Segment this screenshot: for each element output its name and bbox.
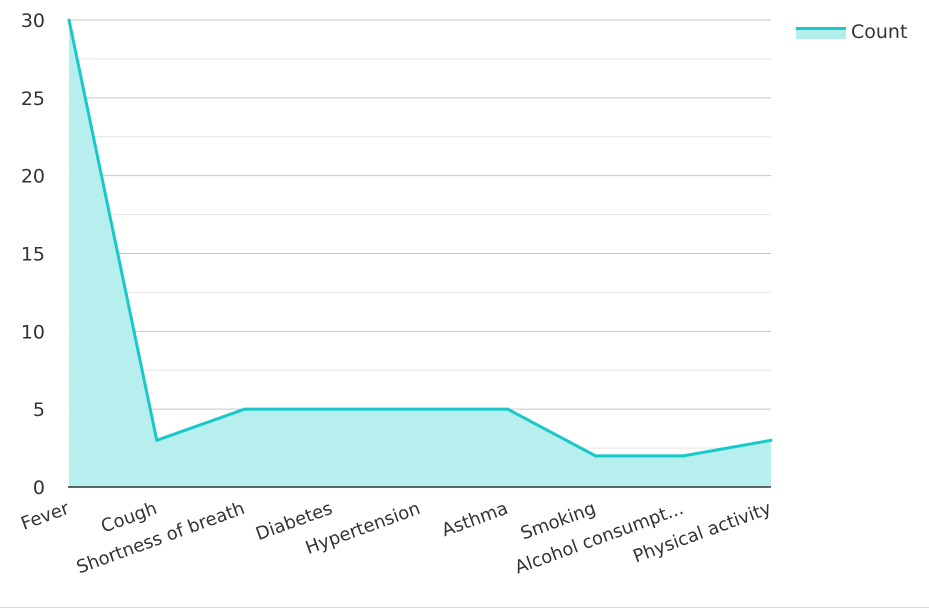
y-tick-label: 10 — [21, 321, 45, 343]
data-point-4 — [418, 407, 422, 411]
bottom-divider — [0, 607, 929, 608]
area-fill-count — [69, 20, 771, 487]
series-line-count — [67, 19, 772, 458]
data-point-0 — [67, 18, 71, 22]
y-tick-label: 25 — [21, 88, 45, 110]
y-tick-label: 0 — [33, 477, 45, 499]
gridlines — [69, 19, 771, 449]
legend: Count — [796, 20, 907, 44]
y-axis-ticks: 0 5 10 15 20 25 30 — [21, 10, 45, 499]
y-tick-label: 5 — [33, 399, 45, 421]
y-tick-label: 15 — [21, 244, 45, 266]
data-point-7 — [681, 454, 685, 458]
data-point-5 — [506, 407, 510, 411]
y-tick-label: 30 — [21, 10, 45, 32]
data-point-2 — [243, 407, 246, 411]
y-tick-label: 20 — [21, 166, 45, 188]
legend-label-count: Count — [851, 21, 908, 43]
x-tick-label: Fever — [18, 498, 72, 535]
data-point-8 — [769, 438, 773, 442]
x-tick-label: Asthma — [439, 498, 511, 541]
x-tick-label: Shortness of breath — [74, 498, 248, 578]
data-point-6 — [594, 454, 597, 458]
series-area — [67, 18, 773, 487]
legend-swatch-count — [796, 26, 846, 39]
data-point-1 — [155, 438, 159, 442]
data-point-3 — [330, 407, 334, 411]
